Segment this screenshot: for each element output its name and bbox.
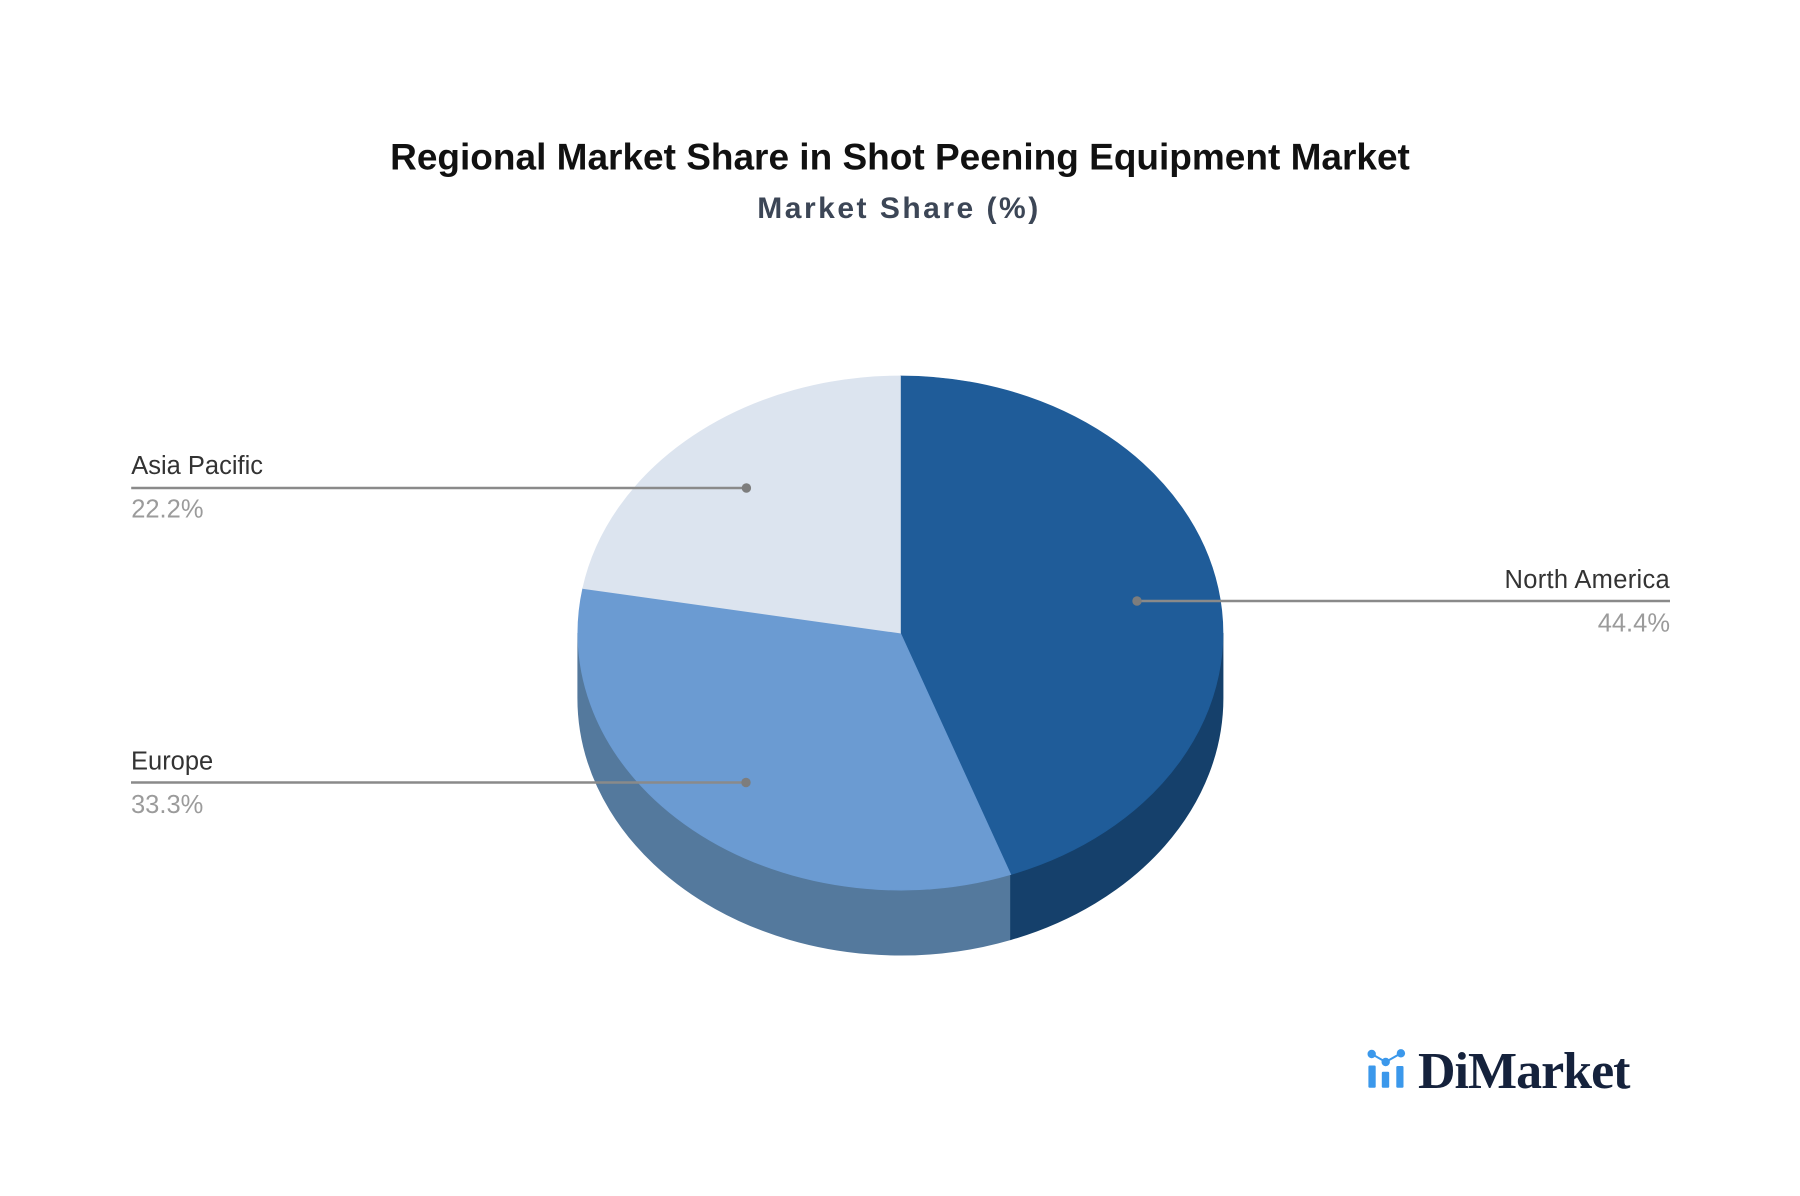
svg-text:DiMarket: DiMarket: [1418, 1043, 1631, 1100]
svg-text:33.3%: 33.3%: [131, 791, 203, 819]
svg-text:Europe: Europe: [131, 748, 213, 776]
svg-text:Asia Pacific: Asia Pacific: [131, 452, 263, 480]
svg-text:North America: North America: [1505, 566, 1671, 594]
svg-text:44.4%: 44.4%: [1598, 610, 1670, 638]
svg-text:22.2%: 22.2%: [131, 496, 203, 524]
svg-text:Market Share (%): Market Share (%): [757, 192, 1040, 225]
svg-text:Regional Market Share in Shot: Regional Market Share in Shot Peening Eq…: [390, 137, 1410, 178]
